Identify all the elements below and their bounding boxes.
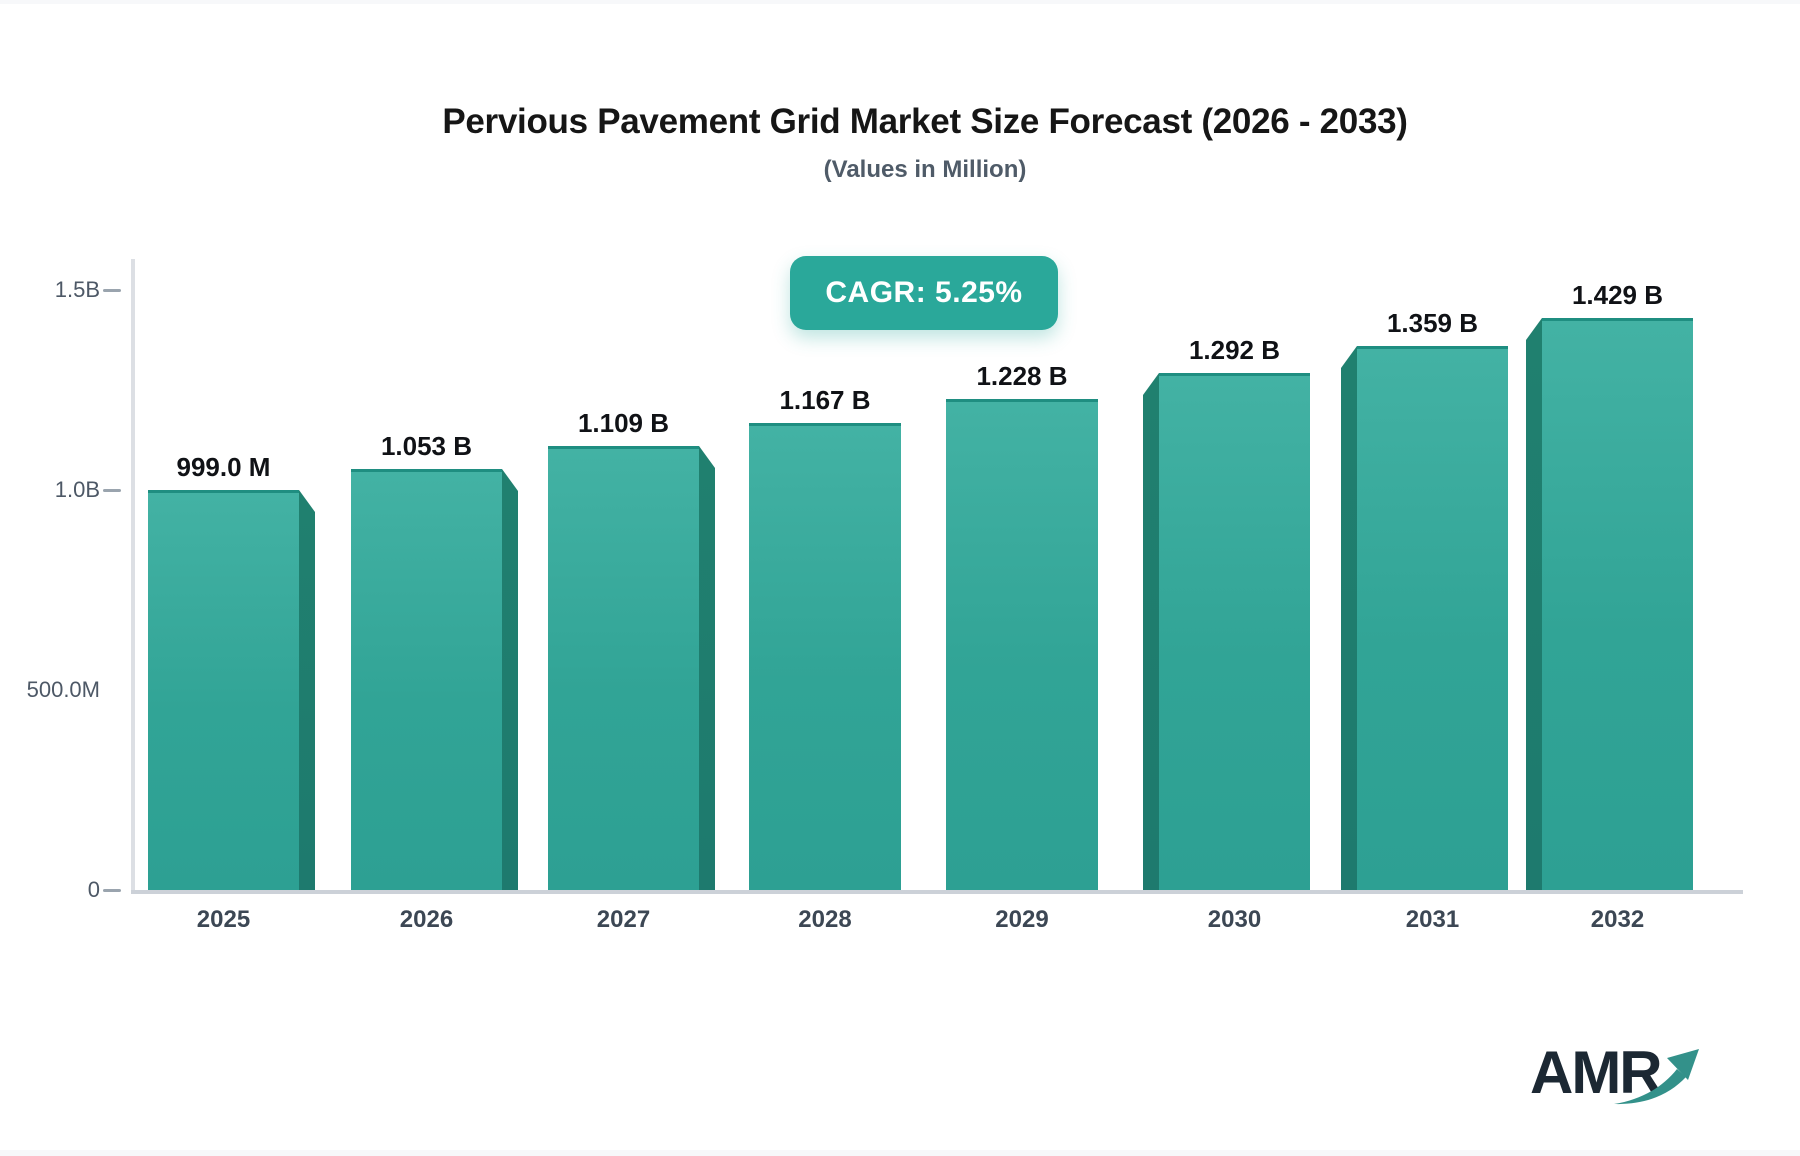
bar-value-label: 1.359 B	[1386, 308, 1479, 338]
x-axis-label-2031: 2031	[1405, 906, 1460, 933]
amr-logo-text: AMR	[1530, 1039, 1662, 1106]
bar-side-face	[1526, 318, 1542, 890]
chart-card: Pervious Pavement Grid Market Size Forec…	[0, 4, 1800, 1150]
bar-2026[interactable]	[351, 469, 518, 890]
bar-front-face	[946, 399, 1098, 890]
bar-value-label: 1.292 B	[1188, 335, 1281, 365]
bar-value-label: 1.109 B	[577, 408, 670, 438]
y-tick-label: 1.5B	[54, 277, 100, 302]
bar-front-face	[548, 446, 699, 890]
chart-subtitle: (Values in Million)	[823, 156, 1027, 183]
bar-front-face	[148, 490, 299, 890]
y-tick-mark	[103, 889, 121, 892]
y-axis-line	[131, 259, 135, 890]
chart-title: Pervious Pavement Grid Market Size Forec…	[442, 102, 1408, 141]
bar-front-face	[1159, 373, 1310, 890]
bar-2025[interactable]	[148, 490, 315, 890]
bar-front-face	[351, 469, 502, 890]
x-axis-label-2028: 2028	[798, 906, 852, 933]
bar-front-face	[749, 423, 901, 890]
bar-value-label: 1.228 B	[976, 361, 1068, 391]
y-tick-mark	[103, 489, 121, 492]
bar-side-face	[1341, 346, 1357, 890]
y-tick-label: 0	[87, 877, 100, 902]
x-axis-label-2027: 2027	[596, 906, 651, 933]
bar-value-label: 999.0 M	[176, 452, 271, 482]
y-tick-label: 500.0M	[26, 677, 100, 702]
bar-front-face	[1357, 346, 1508, 890]
bar-2027[interactable]	[548, 446, 715, 890]
amr-logo-arrowhead	[1667, 1049, 1699, 1080]
bar-2029[interactable]	[946, 399, 1098, 890]
x-axis-label-2025: 2025	[196, 906, 251, 933]
bar-value-label: 1.429 B	[1571, 280, 1664, 310]
bar-side-face	[299, 490, 315, 890]
x-axis-label-2029: 2029	[995, 906, 1049, 933]
bar-value-label: 1.167 B	[779, 385, 871, 415]
y-tick-mark	[103, 289, 121, 292]
bar-side-face	[699, 446, 715, 890]
x-axis-label-2030: 2030	[1207, 906, 1262, 933]
bar-value-label: 1.053 B	[380, 431, 473, 461]
bar-side-face	[1143, 373, 1159, 890]
amr-logo: AMR	[1530, 1039, 1699, 1106]
bar-2030[interactable]	[1143, 373, 1310, 890]
bar-front-face	[1542, 318, 1693, 890]
y-tick-label: 1.0B	[54, 477, 100, 502]
bar-2028[interactable]	[749, 423, 901, 890]
cagr-badge: CAGR: 5.25%	[790, 256, 1058, 330]
x-axis-baseline	[131, 890, 1743, 894]
x-axis-label-2026: 2026	[399, 906, 454, 933]
bar-2032[interactable]	[1526, 318, 1693, 890]
bar-2031[interactable]	[1341, 346, 1508, 890]
bar-side-face	[502, 469, 518, 890]
amr-logo-arrow-swoosh	[1614, 1069, 1686, 1105]
x-axis-label-2032: 2032	[1590, 906, 1645, 933]
